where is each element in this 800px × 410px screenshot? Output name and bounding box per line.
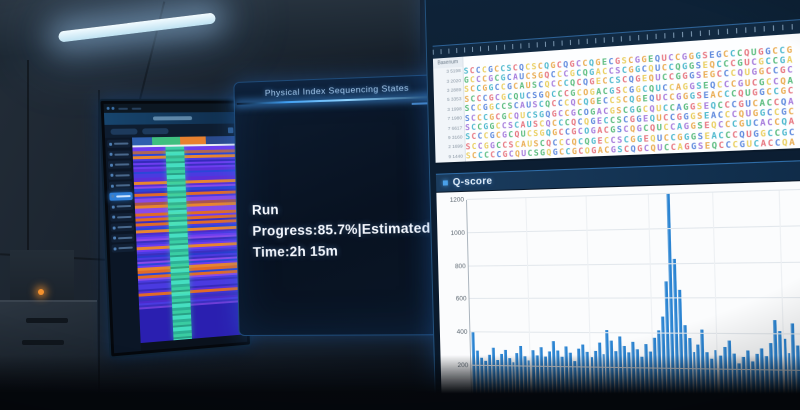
item-icon <box>112 215 116 219</box>
y-tick-label: 1000 <box>450 229 465 237</box>
run-progress-line2: Time:2h 15m <box>252 243 339 260</box>
coverage-heatmap[interactable] <box>132 145 247 344</box>
qscore-title: Q-score <box>452 175 493 189</box>
y-tick-label: 600 <box>455 295 467 303</box>
base-glyph: A <box>788 137 797 148</box>
read-label: 9 1440 <box>448 154 463 160</box>
item-icon <box>113 246 117 251</box>
item-label-bar <box>114 163 130 166</box>
item-label-bar <box>118 246 133 250</box>
center-display-header: Physical Index Sequencing States <box>234 75 441 105</box>
y-tick-label: 400 <box>456 328 468 337</box>
item-icon <box>110 173 114 177</box>
item-label-bar <box>116 204 132 208</box>
item-label-bar <box>115 184 131 187</box>
center-display: Physical Index Sequencing States Run Pro… <box>233 74 447 337</box>
sidebar-item[interactable] <box>111 243 135 253</box>
app-header-label <box>152 116 193 121</box>
item-label-bar <box>114 152 129 156</box>
app-body <box>104 135 248 354</box>
read-label-column: Basenum 3 5198 3 2020 3 2889 5 3353 3 1998 7 … <box>432 56 467 163</box>
item-icon <box>112 225 116 230</box>
sidebar-item[interactable] <box>107 139 131 148</box>
base-glyph: G <box>786 44 794 55</box>
item-label-bar <box>116 194 131 198</box>
base-glyph: A <box>787 75 795 86</box>
left-monitor <box>98 98 252 359</box>
wall-seam <box>27 60 29 410</box>
item-icon <box>109 152 113 156</box>
sidebar-item[interactable] <box>108 181 133 190</box>
sidebar-item[interactable] <box>111 233 135 243</box>
right-wall-panel: Basenum 3 5198 3 2020 3 2889 5 3353 3 1998 7 … <box>424 0 800 410</box>
y-tick-label: 800 <box>454 262 466 270</box>
item-label-bar <box>117 215 132 218</box>
status-led <box>38 289 44 295</box>
base-glyph: A <box>786 54 795 66</box>
sidebar-item[interactable] <box>107 149 131 159</box>
center-display-title: Physical Index Sequencing States <box>264 81 410 98</box>
base-glyph: C <box>787 85 796 97</box>
menu-placeholder <box>118 107 128 110</box>
base-glyph: A <box>788 116 796 128</box>
settings-icon[interactable] <box>227 126 234 133</box>
run-progress-text: Run Progress:85.7%|Estimated Time:2h 15m <box>252 196 445 263</box>
window-dot-icon <box>106 106 110 110</box>
item-icon <box>113 236 117 240</box>
sidebar-item[interactable] <box>108 170 132 180</box>
sidebar-item[interactable] <box>110 212 134 222</box>
item-label-bar <box>113 142 129 145</box>
toolbar-button[interactable] <box>142 127 169 134</box>
menu-placeholder <box>131 107 142 110</box>
item-icon <box>109 163 113 167</box>
base-glyph: C <box>788 106 796 117</box>
wall-seam <box>98 90 100 410</box>
sidebar-item[interactable] <box>110 222 135 232</box>
sidebar-item[interactable] <box>109 201 134 211</box>
base-glyph: C <box>786 65 795 76</box>
app-main <box>131 135 248 351</box>
panel-bullet-icon <box>442 180 448 186</box>
item-label-bar <box>117 236 133 239</box>
item-icon <box>111 205 115 209</box>
toolbar-button[interactable] <box>110 128 138 135</box>
item-label-bar <box>115 173 130 177</box>
sidebar-item[interactable] <box>107 160 132 169</box>
drawer-handle <box>26 318 68 323</box>
window-dot-icon <box>111 106 115 110</box>
sidebar-item[interactable] <box>109 191 133 201</box>
item-icon <box>111 194 115 198</box>
y-tick-label: 1200 <box>449 196 465 204</box>
run-progress-line1: Run Progress:85.7%|Estimated <box>251 202 431 239</box>
floor-shadow <box>0 355 800 410</box>
base-glyph: C <box>788 127 797 138</box>
base-glyph: A <box>787 96 796 107</box>
drawer-handle <box>22 340 64 345</box>
sequencing-app-window <box>103 103 248 354</box>
item-icon <box>110 184 114 188</box>
item-icon <box>109 142 113 146</box>
lab-machine-top <box>10 250 74 304</box>
item-label-bar <box>117 225 132 229</box>
